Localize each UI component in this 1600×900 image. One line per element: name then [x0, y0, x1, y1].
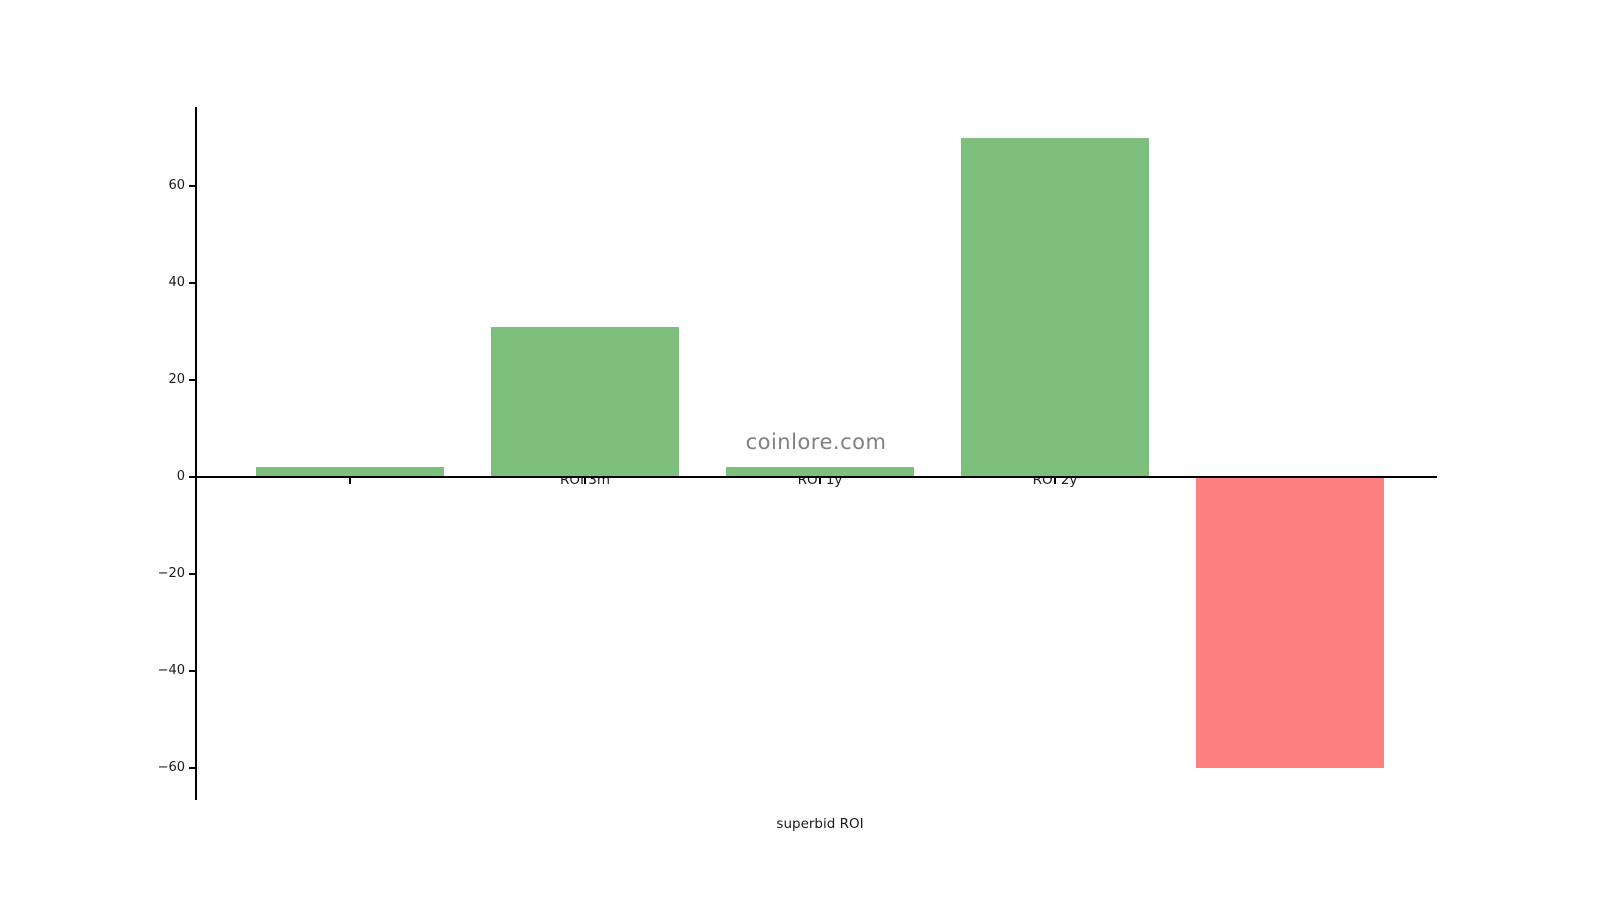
y-tick-label-20: 20	[168, 372, 185, 387]
x-tick-roi-3m	[584, 478, 586, 484]
y-tick-label-60: 60	[168, 178, 185, 193]
y-tick-20	[189, 379, 195, 381]
x-axis-title: superbid ROI	[776, 816, 864, 832]
bar-roi-2y	[961, 137, 1149, 477]
y-tick-60	[189, 185, 195, 187]
y-tick-label-0: 0	[176, 469, 185, 484]
bar-1	[256, 467, 444, 477]
y-tick--20	[189, 573, 195, 575]
y-tick-0	[189, 476, 195, 478]
y-tick--60	[189, 767, 195, 769]
bar-roi-3m	[491, 326, 679, 477]
bar-5	[1196, 477, 1384, 768]
watermark: coinlore.com	[745, 430, 887, 454]
x-tick-bar-1	[349, 478, 351, 484]
y-tick--40	[189, 670, 195, 672]
y-axis-spine	[195, 106, 197, 800]
y-tick-label-40: 40	[168, 275, 185, 290]
bar-roi-1y	[726, 467, 914, 477]
y-tick-label--60: −60	[157, 760, 185, 775]
y-tick-40	[189, 282, 195, 284]
y-tick-label--40: −40	[157, 663, 185, 678]
x-tick-roi-1y	[819, 478, 821, 484]
x-axis-zero-line	[195, 476, 1437, 478]
x-tick-roi-2y	[1054, 478, 1056, 484]
y-tick-label--20: −20	[157, 566, 185, 581]
